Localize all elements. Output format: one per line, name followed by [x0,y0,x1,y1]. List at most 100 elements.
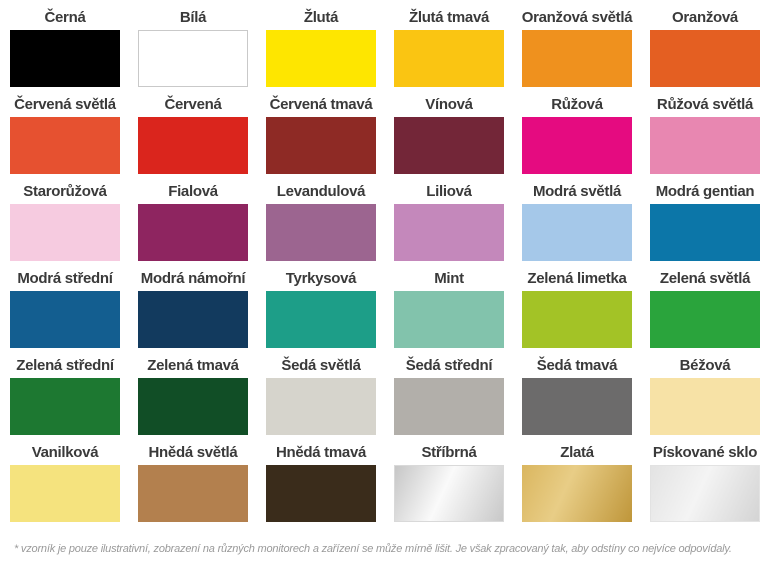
swatch-cell-zluta-tmava: Žlutá tmavá [394,6,504,87]
swatch-label-zluta: Žlutá [303,9,339,26]
swatch-bila [138,30,248,87]
swatch-label-oranzova-svetla: Oranžová světlá [521,9,633,26]
swatch-label-vanilkova: Vanilková [31,444,99,461]
swatch-cell-zelena-svetla: Zelená světlá [650,267,760,348]
swatch-cell-zelena-tmava: Zelená tmavá [138,354,248,435]
swatch-label-cervena-tmava: Červená tmavá [269,96,373,113]
swatch-label-modra-namorni: Modrá námořní [140,270,246,287]
swatch-cell-mint: Mint [394,267,504,348]
swatch-label-seda-stredni: Šedá střední [405,357,493,374]
swatch-label-hneda-tmava: Hnědá tmavá [275,444,367,461]
swatch-tyrkysova [266,291,376,348]
swatch-zluta [266,30,376,87]
swatch-ruzova-svetla [650,117,760,174]
swatch-fialova [138,204,248,261]
swatch-label-levandulova: Levandulová [276,183,366,200]
swatch-cell-bila: Bílá [138,6,248,87]
swatch-label-zlata: Zlatá [560,444,594,461]
footnote: * vzorník je pouze ilustrativní, zobraze… [14,543,732,555]
swatch-vanilkova [10,465,120,522]
swatch-cell-modra-namorni: Modrá námořní [138,267,248,348]
swatch-cell-cervena-svetla: Červená světlá [10,93,120,174]
swatch-label-liliova: Liliová [426,183,472,200]
swatch-vinova [394,117,504,174]
swatch-zlata [522,465,632,522]
swatch-bezova [650,378,760,435]
swatch-liliova [394,204,504,261]
swatch-label-cerna: Černá [44,9,86,26]
swatch-levandulova [266,204,376,261]
swatch-label-stribrna: Stříbrná [421,444,477,461]
swatch-label-oranzova: Oranžová [672,9,738,26]
swatch-cervena [138,117,248,174]
swatch-cell-ruzova: Růžová [522,93,632,174]
swatch-label-zelena-tmava: Zelená tmavá [147,357,239,374]
swatch-label-zelena-svetla: Zelená světlá [659,270,751,287]
swatch-cell-liliova: Liliová [394,180,504,261]
swatch-zelena-limetka [522,291,632,348]
swatch-zluta-tmava [394,30,504,87]
swatch-zelena-stredni [10,378,120,435]
swatch-cell-seda-tmava: Šedá tmavá [522,354,632,435]
swatch-cell-cervena-tmava: Červená tmavá [266,93,376,174]
swatch-cell-stribrna: Stříbrná [394,441,504,522]
swatch-oranzova [650,30,760,87]
swatch-cell-tyrkysova: Tyrkysová [266,267,376,348]
swatch-cell-seda-stredni: Šedá střední [394,354,504,435]
swatch-zelena-tmava [138,378,248,435]
swatch-seda-stredni [394,378,504,435]
swatch-cell-staroruzova: Starorůžová [10,180,120,261]
swatch-label-tyrkysova: Tyrkysová [285,270,357,287]
swatch-cell-oranzova: Oranžová [650,6,760,87]
swatch-cell-oranzova-svetla: Oranžová světlá [521,6,633,87]
swatch-cell-bezova: Béžová [650,354,760,435]
swatch-cell-zelena-stredni: Zelená střední [10,354,120,435]
swatch-label-seda-tmava: Šedá tmavá [536,357,618,374]
swatch-label-seda-svetla: Šedá světlá [281,357,361,374]
swatch-label-zluta-tmava: Žlutá tmavá [408,9,490,26]
swatch-hneda-svetla [138,465,248,522]
swatch-cell-levandulova: Levandulová [266,180,376,261]
swatch-cell-cerna: Černá [10,6,120,87]
swatch-label-zelena-stredni: Zelená střední [16,357,114,374]
swatch-cell-modra-stredni: Modrá střední [10,267,120,348]
swatch-label-staroruzova: Starorůžová [23,183,107,200]
swatch-cell-modra-svetla: Modrá světlá [522,180,632,261]
swatch-cell-cervena: Červená [138,93,248,174]
swatch-seda-svetla [266,378,376,435]
swatch-cell-hneda-svetla: Hnědá světlá [138,441,248,522]
swatch-cell-ruzova-svetla: Růžová světlá [650,93,760,174]
swatch-cell-zelena-limetka: Zelená limetka [522,267,632,348]
swatch-oranzova-svetla [522,30,632,87]
swatch-label-bezova: Béžová [679,357,731,374]
swatch-hneda-tmava [266,465,376,522]
swatch-ruzova [522,117,632,174]
swatch-cell-modra-gentian: Modrá gentian [650,180,760,261]
swatch-mint [394,291,504,348]
color-grid: Černá Bílá Žlutá Žlutá tmavá Oranžová světlá… [10,6,760,522]
swatch-label-piskovane-sklo: Pískované sklo [652,444,758,461]
swatch-cervena-tmava [266,117,376,174]
swatch-label-vinova: Vínová [425,96,473,113]
swatch-label-bila: Bílá [179,9,207,26]
swatch-label-modra-gentian: Modrá gentian [655,183,755,200]
swatch-label-ruzova-svetla: Růžová světlá [656,96,754,113]
swatch-cell-seda-svetla: Šedá světlá [266,354,376,435]
swatch-label-zelena-limetka: Zelená limetka [527,270,627,287]
swatch-label-modra-svetla: Modrá světlá [532,183,622,200]
swatch-modra-namorni [138,291,248,348]
swatch-cell-hneda-tmava: Hnědá tmavá [266,441,376,522]
swatch-cell-zlata: Zlatá [522,441,632,522]
swatch-label-fialova: Fialová [168,183,218,200]
swatch-zelena-svetla [650,291,760,348]
swatch-cell-vinova: Vínová [394,93,504,174]
swatch-label-modra-stredni: Modrá střední [17,270,113,287]
swatch-label-ruzova: Růžová [551,96,603,113]
swatch-label-mint: Mint [434,270,464,287]
swatch-cervena-svetla [10,117,120,174]
swatch-cell-vanilkova: Vanilková [10,441,120,522]
swatch-cell-piskovane-sklo: Pískované sklo [650,441,760,522]
swatch-staroruzova [10,204,120,261]
swatch-label-cervena-svetla: Červená světlá [14,96,116,113]
swatch-stribrna [394,465,504,522]
